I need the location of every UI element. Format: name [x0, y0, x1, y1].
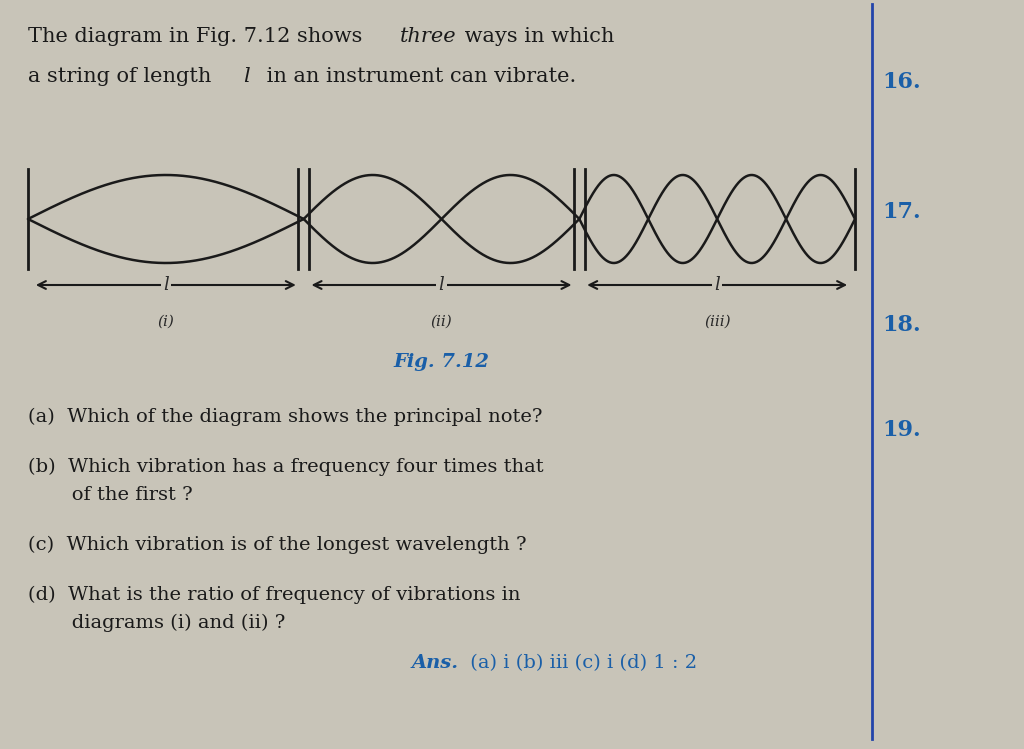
- Text: 17.: 17.: [882, 201, 921, 223]
- Text: (a)  Which of the diagram shows the principal note?: (a) Which of the diagram shows the princ…: [28, 408, 543, 426]
- Text: l: l: [163, 276, 169, 294]
- Text: of the first ?: of the first ?: [28, 486, 193, 504]
- Text: (b)  Which vibration has a frequency four times that: (b) Which vibration has a frequency four…: [28, 458, 544, 476]
- Text: (i): (i): [158, 315, 174, 329]
- Text: 19.: 19.: [882, 419, 921, 441]
- Text: three: three: [400, 27, 457, 46]
- Text: (ii): (ii): [431, 315, 453, 329]
- Text: diagrams (i) and (ii) ?: diagrams (i) and (ii) ?: [28, 614, 286, 632]
- Text: (iii): (iii): [703, 315, 730, 329]
- Text: 16.: 16.: [882, 71, 921, 93]
- Text: (d)  What is the ratio of frequency of vibrations in: (d) What is the ratio of frequency of vi…: [28, 586, 520, 604]
- Text: l: l: [715, 276, 720, 294]
- Text: l: l: [438, 276, 444, 294]
- Text: The diagram in Fig. 7.12 shows: The diagram in Fig. 7.12 shows: [28, 27, 369, 46]
- Text: Ans.: Ans.: [412, 654, 459, 672]
- Text: 18.: 18.: [882, 314, 921, 336]
- Text: l: l: [243, 67, 250, 86]
- Text: ways in which: ways in which: [458, 27, 614, 46]
- Text: a string of length: a string of length: [28, 67, 218, 86]
- Text: Fig. 7.12: Fig. 7.12: [393, 353, 489, 371]
- Text: in an instrument can vibrate.: in an instrument can vibrate.: [260, 67, 577, 86]
- Text: (a) i (b) iii (c) i (d) 1 : 2: (a) i (b) iii (c) i (d) 1 : 2: [464, 654, 696, 672]
- Text: (c)  Which vibration is of the longest wavelength ?: (c) Which vibration is of the longest wa…: [28, 536, 526, 554]
